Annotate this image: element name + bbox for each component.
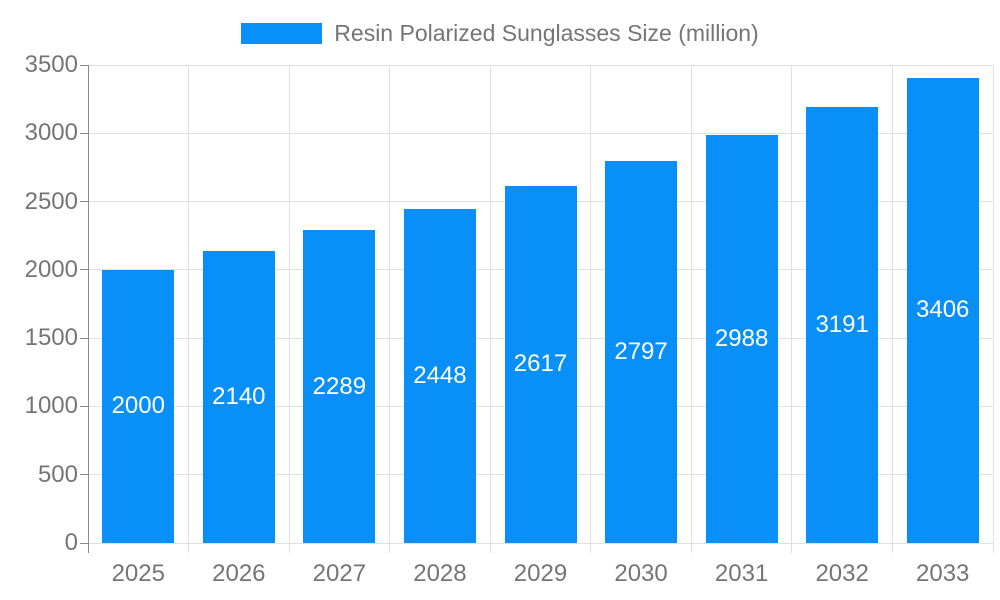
y-tick-label: 2000 — [24, 255, 78, 283]
x-tick-label: 2033 — [916, 560, 970, 587]
bar — [303, 230, 376, 543]
x-tick-label: 2032 — [815, 560, 869, 587]
y-tick-label: 3500 — [24, 51, 78, 78]
bar — [504, 185, 577, 543]
bar — [806, 107, 879, 543]
y-tick-label: 1000 — [24, 392, 78, 420]
x-tick-label: 2030 — [614, 560, 668, 587]
y-tick-label: 3000 — [24, 119, 78, 147]
bar — [605, 161, 678, 543]
x-tick-label: 2029 — [513, 560, 568, 587]
bar — [102, 269, 175, 543]
h-gridline — [88, 132, 993, 134]
bar — [906, 77, 979, 543]
bar-value-label: 2797 — [614, 338, 668, 365]
x-tick-label: 2027 — [312, 560, 367, 587]
bar — [705, 134, 778, 543]
y-tick-label: 500 — [37, 460, 78, 488]
bar-value-label: 2617 — [513, 350, 568, 378]
bar-value-label: 3191 — [815, 311, 869, 339]
h-gridline — [88, 542, 993, 544]
x-tick-label: 2028 — [413, 560, 467, 587]
bar-value-label: 2448 — [413, 361, 467, 389]
bar-value-label: 2289 — [312, 372, 367, 400]
y-axis-line — [87, 65, 89, 553]
v-gridline — [992, 65, 994, 553]
y-tick-label: 1500 — [24, 324, 78, 352]
legend[interactable]: Resin Polarized Sunglasses Size (million… — [0, 21, 1000, 45]
y-axis-tick — [80, 542, 88, 544]
v-gridline — [288, 65, 290, 553]
y-tick-label: 2500 — [24, 187, 78, 215]
h-gridline — [88, 64, 993, 66]
v-gridline — [590, 65, 592, 553]
x-tick-label: 2031 — [714, 560, 769, 587]
y-axis-tick — [80, 269, 88, 271]
bar-value-label: 2140 — [212, 382, 266, 410]
legend-swatch-icon — [241, 22, 323, 44]
y-axis-tick — [80, 132, 88, 134]
bar-value-label: 3406 — [916, 296, 970, 324]
bar-value-label: 2000 — [111, 392, 165, 420]
bar — [403, 208, 476, 543]
v-gridline — [690, 65, 692, 553]
x-tick-label: 2026 — [212, 560, 266, 587]
x-tick-label: 2025 — [111, 560, 165, 587]
legend-label: Resin Polarized Sunglasses Size (million… — [334, 20, 759, 46]
bar — [202, 250, 275, 543]
y-axis-tick — [80, 405, 88, 407]
bar-value-label: 2988 — [714, 324, 769, 352]
y-axis-tick — [80, 474, 88, 476]
v-gridline — [791, 65, 793, 553]
y-axis-tick — [80, 337, 88, 339]
v-gridline — [389, 65, 391, 553]
y-tick-label: 0 — [64, 529, 78, 556]
v-gridline — [489, 65, 491, 553]
y-axis-tick — [80, 64, 88, 66]
v-gridline — [891, 65, 893, 553]
v-gridline — [188, 65, 190, 553]
y-axis-tick — [80, 201, 88, 203]
